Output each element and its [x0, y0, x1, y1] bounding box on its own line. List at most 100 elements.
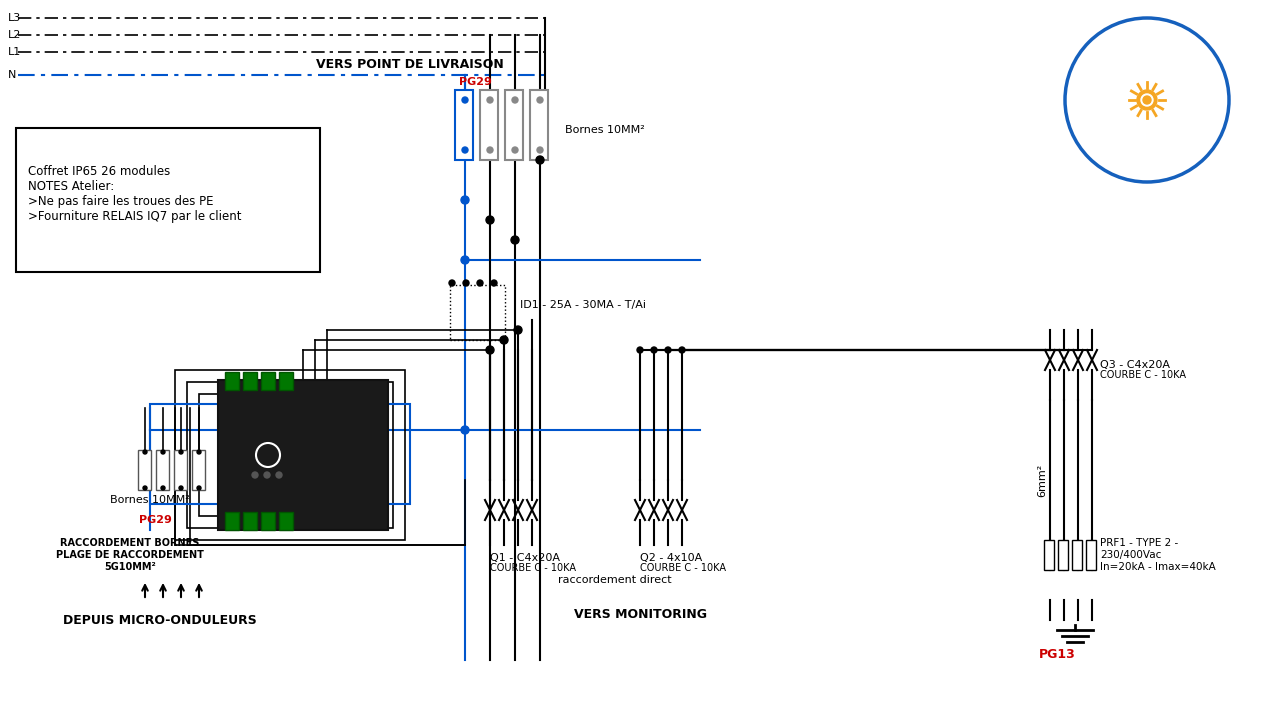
Circle shape — [486, 147, 493, 153]
Bar — [243, 372, 257, 390]
Bar — [243, 512, 257, 530]
Circle shape — [461, 426, 468, 434]
Text: MyShop: MyShop — [1091, 58, 1203, 82]
Circle shape — [512, 147, 518, 153]
Circle shape — [486, 97, 493, 103]
Text: Q-RELAY-3P-INT: Q-RELAY-3P-INT — [292, 486, 357, 494]
Text: PRF1 - TYPE 2 -
230/400Vac
In=20kA - Imax=40kA: PRF1 - TYPE 2 - 230/400Vac In=20kA - Ima… — [1100, 539, 1216, 572]
Circle shape — [463, 280, 468, 286]
Circle shape — [512, 97, 518, 103]
Bar — [175, 370, 404, 540]
Text: ENPHASE.: ENPHASE. — [265, 444, 335, 456]
Circle shape — [256, 443, 280, 467]
Bar — [454, 90, 474, 160]
Bar — [138, 450, 151, 490]
Circle shape — [1065, 18, 1229, 182]
Circle shape — [449, 280, 454, 286]
Text: L2: L2 — [8, 30, 22, 40]
Circle shape — [461, 256, 468, 264]
Circle shape — [492, 280, 497, 286]
Bar — [150, 404, 410, 504]
Circle shape — [666, 347, 671, 353]
Circle shape — [538, 97, 543, 103]
Bar — [530, 90, 548, 160]
Circle shape — [652, 347, 657, 353]
Circle shape — [462, 147, 468, 153]
Circle shape — [197, 486, 201, 490]
Text: Bornes 10MM²: Bornes 10MM² — [564, 125, 645, 135]
Text: raccordement direct: raccordement direct — [558, 575, 672, 585]
Text: Q1 - C4x20A: Q1 - C4x20A — [490, 553, 561, 563]
Text: ID1 - 25A - 30MA - T/Ai: ID1 - 25A - 30MA - T/Ai — [520, 300, 646, 310]
Text: DEPUIS MICRO-ONDULEURS: DEPUIS MICRO-ONDULEURS — [63, 613, 257, 627]
Circle shape — [197, 450, 201, 454]
Text: Coffret IP65 26 modules
NOTES Atelier:
>Ne pas faire les troues des PE
>Fournitu: Coffret IP65 26 modules NOTES Atelier: >… — [28, 165, 242, 223]
Circle shape — [1137, 90, 1157, 110]
Text: PG13: PG13 — [1038, 648, 1075, 662]
Circle shape — [536, 156, 544, 164]
Circle shape — [461, 196, 468, 204]
Text: Q3 - C4x20A: Q3 - C4x20A — [1100, 360, 1170, 370]
Text: 2: 2 — [160, 463, 166, 472]
Text: L3: L3 — [8, 13, 22, 23]
Circle shape — [637, 347, 643, 353]
Bar — [279, 372, 293, 390]
Circle shape — [515, 326, 522, 334]
Bar — [1073, 540, 1082, 570]
Text: COURBE C - 10KA: COURBE C - 10KA — [640, 563, 726, 573]
Bar — [261, 372, 275, 390]
Circle shape — [276, 472, 282, 478]
Circle shape — [143, 486, 147, 490]
Circle shape — [1140, 94, 1153, 106]
Text: COURBE C - 10KA: COURBE C - 10KA — [490, 563, 576, 573]
Text: COURBE C - 10KA: COURBE C - 10KA — [1100, 370, 1187, 380]
Circle shape — [486, 346, 494, 354]
Text: VERS MONITORING: VERS MONITORING — [573, 608, 707, 622]
Bar — [279, 512, 293, 530]
Text: 4: 4 — [196, 463, 202, 472]
Circle shape — [486, 216, 494, 224]
Text: N: N — [8, 70, 17, 80]
Circle shape — [511, 236, 518, 244]
Circle shape — [252, 472, 259, 478]
Circle shape — [678, 347, 685, 353]
Bar — [1044, 540, 1053, 570]
Text: PG29: PG29 — [138, 515, 172, 525]
Text: 1: 1 — [142, 463, 148, 472]
Text: VERS POINT DE LIVRAISON: VERS POINT DE LIVRAISON — [316, 58, 504, 72]
Circle shape — [179, 486, 183, 490]
Circle shape — [264, 472, 270, 478]
Bar — [480, 90, 498, 160]
Text: 6mm²: 6mm² — [1037, 463, 1047, 496]
Bar — [1085, 540, 1096, 570]
Text: Q2 - 4x10A: Q2 - 4x10A — [640, 553, 703, 563]
Bar — [187, 382, 393, 528]
Circle shape — [500, 336, 508, 344]
Bar — [218, 380, 388, 530]
Bar — [225, 372, 239, 390]
Circle shape — [179, 450, 183, 454]
Text: PV/STORAGE: PV/STORAGE — [230, 417, 283, 427]
Circle shape — [161, 486, 165, 490]
Circle shape — [143, 450, 147, 454]
Circle shape — [538, 147, 543, 153]
Text: PG29: PG29 — [458, 77, 492, 87]
Bar — [1059, 540, 1068, 570]
FancyBboxPatch shape — [15, 128, 320, 272]
Circle shape — [462, 97, 468, 103]
Bar — [192, 450, 205, 490]
Text: 3: 3 — [178, 463, 184, 472]
Bar — [174, 450, 187, 490]
Circle shape — [477, 280, 483, 286]
Bar — [156, 450, 169, 490]
Circle shape — [161, 450, 165, 454]
Circle shape — [1143, 96, 1151, 104]
Bar — [451, 285, 506, 340]
Bar — [225, 512, 239, 530]
Text: L1: L1 — [8, 47, 22, 57]
Text: RACCORDEMENT BORNES
PLAGE DE RACCORDEMENT
5G10MM²: RACCORDEMENT BORNES PLAGE DE RACCORDEMEN… — [56, 539, 204, 572]
Text: Bornes 10MM²: Bornes 10MM² — [110, 495, 189, 505]
Bar — [506, 90, 524, 160]
Bar — [261, 512, 275, 530]
Bar — [198, 394, 381, 516]
